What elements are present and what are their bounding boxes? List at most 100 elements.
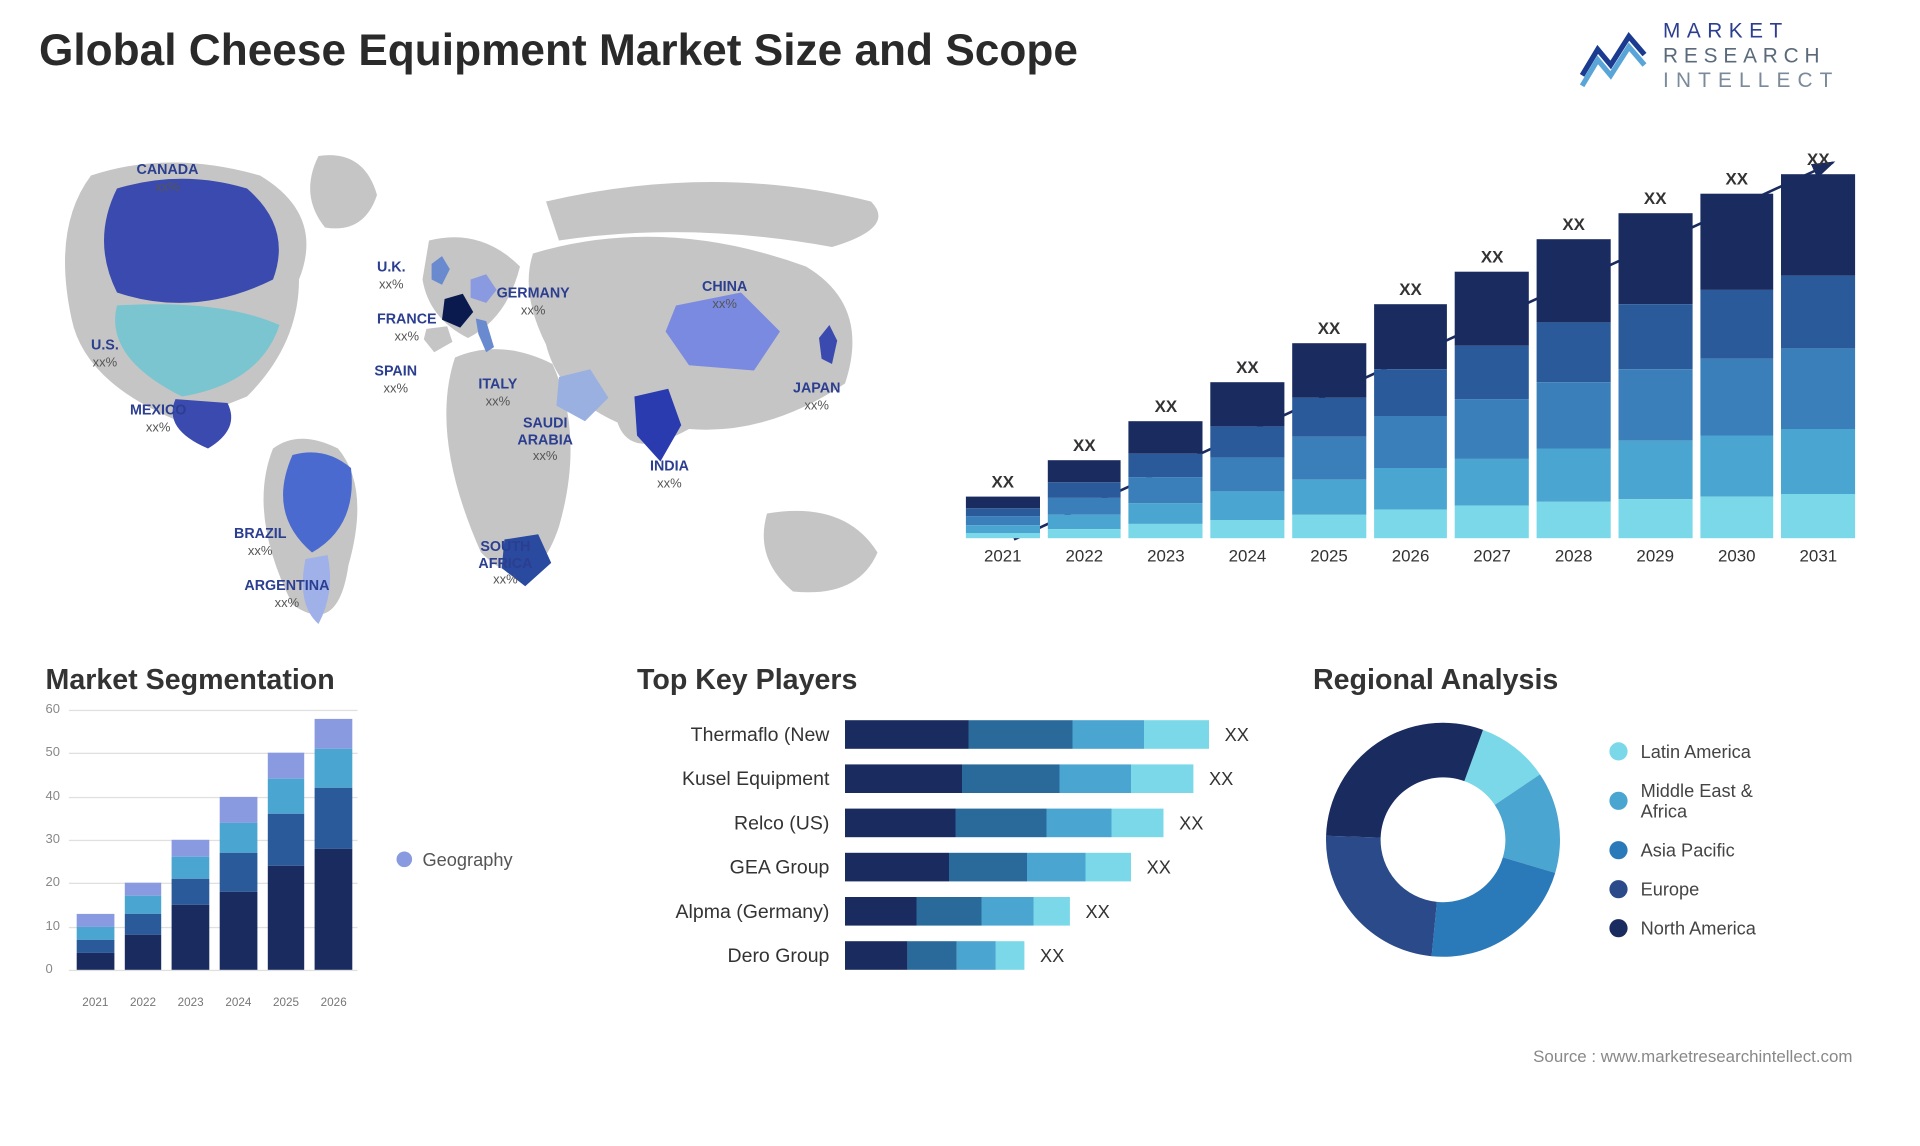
seg-segment bbox=[315, 718, 352, 748]
seg-segment bbox=[267, 779, 304, 814]
mainbar-segment bbox=[1537, 449, 1611, 503]
seg-segment bbox=[77, 939, 114, 952]
mainbar-segment bbox=[1618, 213, 1692, 304]
mainbar-segment bbox=[1537, 239, 1611, 323]
mainbar-column: XX2026 bbox=[1374, 280, 1448, 566]
map-callout: CHINAxx% bbox=[702, 280, 747, 313]
region-legend-item: Europe bbox=[1609, 879, 1756, 900]
mainbar-top-label: XX bbox=[1236, 358, 1259, 378]
seg-segment bbox=[315, 788, 352, 849]
player-value: XX bbox=[1225, 724, 1249, 745]
mainbar-stack bbox=[1700, 194, 1774, 538]
segmentation-chart: 0102030405060202120222023202420252026 bbox=[46, 710, 358, 1009]
mainbar-segment bbox=[1211, 457, 1285, 491]
seg-column bbox=[77, 913, 114, 969]
mainbar-column: XX2023 bbox=[1129, 397, 1203, 566]
mainbar-segment bbox=[1374, 417, 1448, 468]
player-segment bbox=[996, 941, 1025, 970]
mainbar-top-label: XX bbox=[991, 472, 1014, 492]
player-row: GEA Group XX bbox=[637, 845, 1287, 889]
seg-segment bbox=[172, 857, 209, 879]
mainbar-segment bbox=[966, 526, 1040, 533]
mainbar-segment bbox=[1700, 290, 1774, 359]
player-name: GEA Group bbox=[637, 856, 845, 878]
mainbar-segment bbox=[1047, 529, 1121, 538]
seg-segment bbox=[77, 926, 114, 939]
player-value: XX bbox=[1147, 857, 1171, 878]
mainbar-segment bbox=[1537, 323, 1611, 383]
player-segment bbox=[981, 897, 1033, 926]
mainbar-segment bbox=[1700, 194, 1774, 290]
mainbar-segment bbox=[1211, 491, 1285, 519]
region-legend-item: North America bbox=[1609, 918, 1756, 939]
map-callout: INDIAxx% bbox=[650, 459, 689, 492]
mainbar-column: XX2030 bbox=[1700, 169, 1774, 566]
legend-swatch-icon bbox=[1609, 880, 1627, 898]
mainbar-top-label: XX bbox=[1644, 189, 1667, 209]
page-title: Global Cheese Equipment Market Size and … bbox=[39, 26, 1078, 77]
mainbar-segment bbox=[966, 533, 1040, 538]
source-attribution: Source : www.marketresearchintellect.com bbox=[1533, 1047, 1852, 1067]
segmentation-section: Market Segmentation 01020304050602021202… bbox=[46, 663, 605, 1009]
mainbar-segment bbox=[1455, 506, 1529, 538]
page-root: Global Cheese Equipment Market Size and … bbox=[0, 0, 1917, 1074]
mainbar-segment bbox=[1129, 503, 1203, 524]
player-value: XX bbox=[1040, 945, 1064, 966]
mainbar-segment bbox=[1047, 482, 1121, 498]
player-segment bbox=[845, 720, 969, 749]
seg-ytick: 60 bbox=[46, 703, 60, 717]
seg-ytick: 30 bbox=[46, 833, 60, 847]
mainbar-column: XX2021 bbox=[966, 472, 1040, 566]
mainbar-stack bbox=[1537, 239, 1611, 538]
player-name: Alpma (Germany) bbox=[637, 900, 845, 922]
mainbar-segment bbox=[1211, 426, 1285, 457]
mainbar-top-label: XX bbox=[1155, 397, 1178, 417]
player-segment bbox=[1086, 853, 1132, 882]
mainbar-column: XX 2022 bbox=[1047, 435, 1121, 565]
mainbar-top-label: XX bbox=[1073, 435, 1096, 455]
mainbar-segment bbox=[1537, 502, 1611, 538]
seg-xlabel: 2026 bbox=[310, 996, 358, 1009]
mainbar-segment bbox=[1781, 349, 1855, 429]
seg-column bbox=[172, 840, 209, 970]
mainbar-x-label: 2022 bbox=[1066, 546, 1104, 566]
seg-segment bbox=[172, 905, 209, 970]
seg-column bbox=[124, 883, 161, 970]
mainbar-x-label: 2025 bbox=[1310, 546, 1348, 566]
region-legend-label: Latin America bbox=[1641, 741, 1751, 762]
donut-slice bbox=[1326, 836, 1437, 957]
world-map: CANADAxx%U.S.xx%MEXICOxx%BRAZILxx%ARGENT… bbox=[39, 123, 923, 643]
map-callout: SOUTHAFRICAxx% bbox=[478, 540, 532, 589]
region-legend-item: Middle East &Africa bbox=[1609, 780, 1756, 822]
mainbar-segment bbox=[1700, 359, 1774, 435]
segmentation-title: Market Segmentation bbox=[46, 663, 605, 697]
mainbar-stack bbox=[1781, 174, 1855, 538]
logo-text: MARKET RESEARCH INTELLECT bbox=[1663, 20, 1839, 95]
mainbar-column: XX2025 bbox=[1292, 319, 1366, 566]
region-legend-label: Asia Pacific bbox=[1641, 840, 1735, 861]
mainbar-segment bbox=[1781, 495, 1855, 539]
player-bar bbox=[845, 809, 1164, 838]
regional-legend: Latin America Middle East &Africa Asia Pac… bbox=[1609, 741, 1756, 939]
mainbar-segment bbox=[1374, 510, 1448, 538]
player-name: Relco (US) bbox=[637, 812, 845, 834]
seg-ytick: 0 bbox=[46, 963, 53, 977]
seg-xlabel: 2023 bbox=[167, 996, 215, 1009]
mainbar-segment bbox=[1618, 499, 1692, 538]
map-callout: SPAINxx% bbox=[374, 364, 417, 397]
player-name: Dero Group bbox=[637, 944, 845, 966]
seg-segment bbox=[220, 892, 257, 970]
mainbar-stack bbox=[966, 497, 1040, 539]
mainbar-segment bbox=[1129, 477, 1203, 503]
player-bar bbox=[845, 853, 1131, 882]
player-row: Dero Group XX bbox=[637, 933, 1287, 977]
seg-segment bbox=[267, 753, 304, 779]
mainbar-segment bbox=[1211, 519, 1285, 538]
regional-title: Regional Analysis bbox=[1313, 663, 1872, 697]
mainbar-segment bbox=[1047, 515, 1121, 529]
player-segment bbox=[845, 764, 962, 793]
legend-swatch-icon bbox=[1609, 919, 1627, 937]
mainbar-column: XX2029 bbox=[1618, 189, 1692, 566]
mainbar-segment bbox=[1618, 304, 1692, 369]
mainbar-top-label: XX bbox=[1725, 169, 1748, 189]
